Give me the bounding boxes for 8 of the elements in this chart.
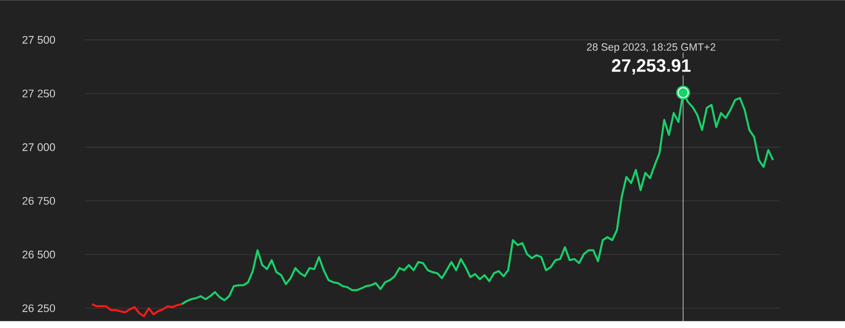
y-tick-label: 26 500 <box>22 250 56 258</box>
annotation: 28 Sep 2023, 18:25 GMT+2 <box>586 43 716 53</box>
y-tick-label: 27 250 <box>22 90 56 98</box>
y-tick-label: 26 750 <box>22 197 56 205</box>
y-tick-label: 27 500 <box>22 36 56 44</box>
y-tick-label: 27 000 <box>22 143 56 152</box>
annotation: 27,253.91 <box>612 59 691 74</box>
y-tick-label: 26 250 <box>22 304 56 312</box>
